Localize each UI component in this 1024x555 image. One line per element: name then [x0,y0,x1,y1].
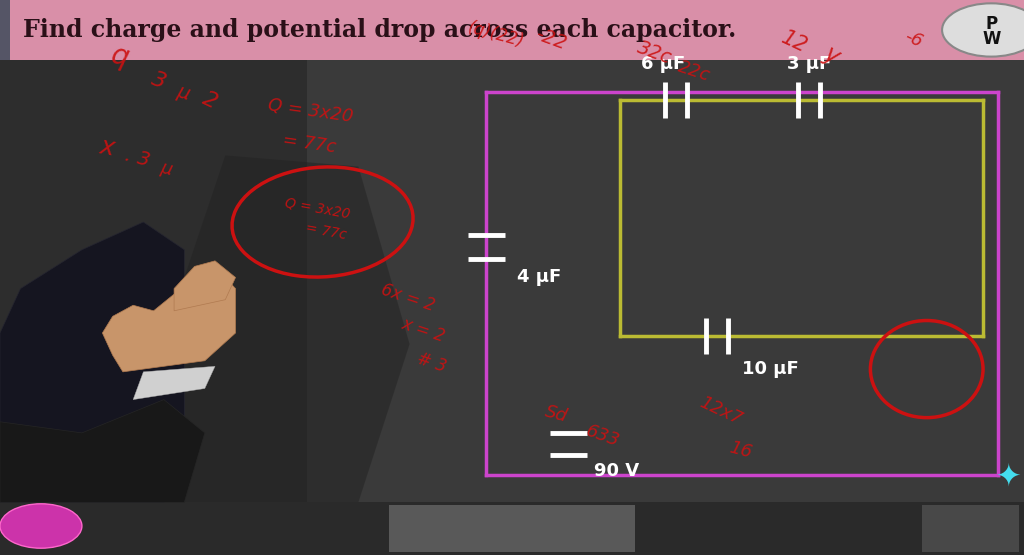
Text: P: P [985,16,997,33]
Text: 3 μF: 3 μF [786,55,831,73]
Polygon shape [174,155,410,502]
Text: 6 μF: 6 μF [641,55,686,73]
Text: -22: -22 [532,25,568,54]
Polygon shape [102,266,236,372]
Circle shape [0,504,82,548]
Text: -6: -6 [901,27,925,51]
Text: ✦: ✦ [996,463,1021,492]
Text: x: x [97,134,116,160]
Text: 10 μF: 10 μF [742,360,799,378]
Text: 6x = 2: 6x = 2 [379,280,437,315]
Text: = 77c: = 77c [304,221,347,242]
Bar [922,505,1019,552]
Text: μ: μ [159,159,174,179]
Polygon shape [0,400,205,502]
Text: 12x7: 12x7 [696,393,744,428]
Polygon shape [174,261,236,311]
Circle shape [942,3,1024,57]
Bar [0,60,307,502]
Text: W: W [982,30,1000,48]
Bar [0,502,1024,555]
Text: 12: 12 [778,27,811,57]
Text: μ: μ [174,82,191,104]
Text: 16: 16 [727,438,754,462]
Text: y: y [819,41,844,69]
Text: Q = 3x20: Q = 3x20 [284,195,351,221]
Text: 22c: 22c [676,57,713,84]
Text: 3: 3 [148,69,169,93]
Text: Find charge and potential drop across each capacitor.: Find charge and potential drop across ea… [23,18,736,42]
Text: 633: 633 [584,422,623,451]
Text: 4 μF: 4 μF [517,269,561,286]
Text: 2: 2 [200,88,221,112]
Text: x = 2: x = 2 [399,314,447,345]
Text: 32c: 32c [635,38,675,68]
Text: (q)(22): (q)(22) [466,19,526,51]
Text: Q = 3x20: Q = 3x20 [266,97,353,126]
Bar [389,505,635,552]
Polygon shape [0,222,184,502]
Text: = 77c: = 77c [282,132,337,157]
Text: . 3: . 3 [123,146,152,170]
Text: # 3: # 3 [415,350,449,376]
Text: q: q [108,41,132,73]
Bar [0,0,1024,60]
Polygon shape [133,366,215,400]
Text: Sd: Sd [543,402,569,426]
Bar [0,0,10,60]
Text: 90 V: 90 V [594,462,639,480]
